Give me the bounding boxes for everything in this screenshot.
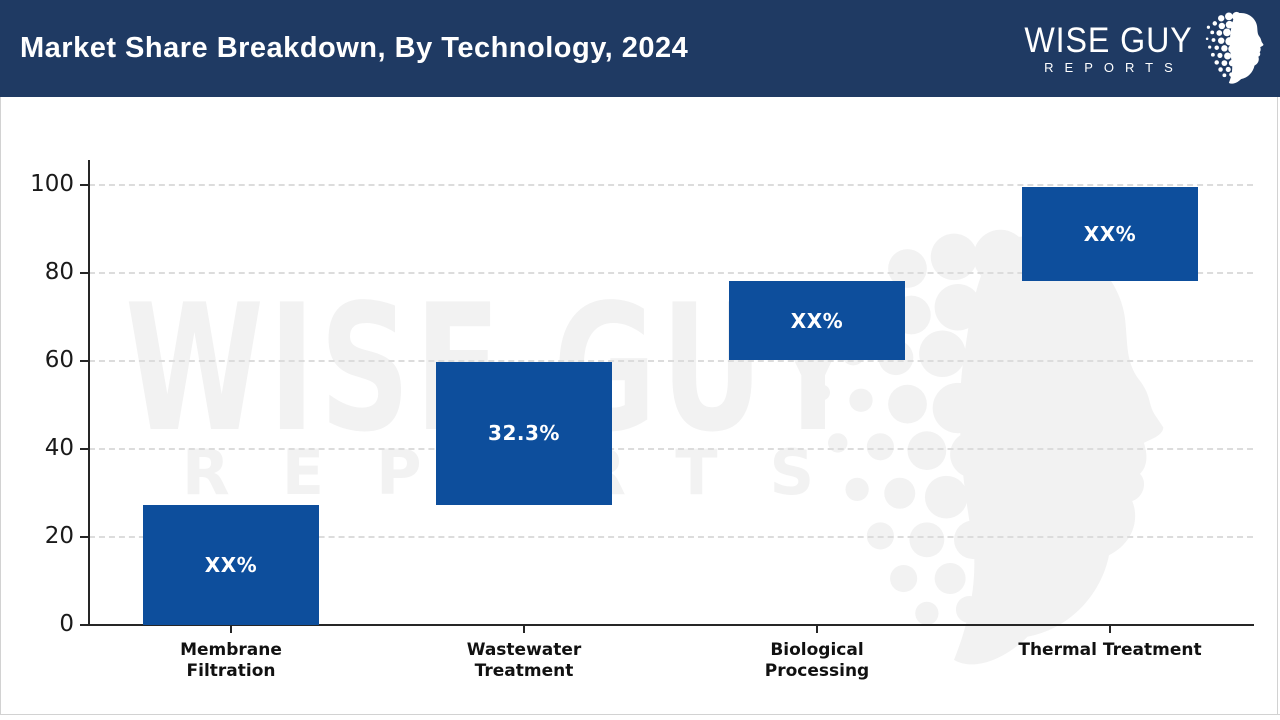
y-axis-tick-mark (80, 360, 89, 362)
category-label-membrane-filtration: Membrane Filtration (180, 640, 282, 681)
bar-membrane-filtration: XX% (143, 504, 319, 625)
bar-biological-processing: XX% (729, 280, 905, 361)
category-label-wastewater-treatment: Wastewater Treatment (466, 640, 582, 681)
bar-value-label-membrane-filtration: XX% (204, 552, 258, 577)
category-label-thermal-treatment: Thermal Treatment (1018, 640, 1202, 660)
y-axis-tick-label: 20 (44, 523, 74, 549)
category-label-biological-processing: Biological Processing (764, 640, 870, 681)
y-axis-tick-label: 80 (44, 259, 74, 285)
left-border-line (0, 97, 1, 715)
y-axis-tick-mark (80, 272, 89, 274)
gridline-y20 (89, 536, 1253, 538)
y-axis-tick-mark (80, 184, 89, 186)
gridline-y40 (89, 448, 1253, 450)
gridline-y80 (89, 272, 1253, 274)
x-axis-tick-mark (523, 625, 525, 633)
y-axis-tick-label: 60 (44, 347, 74, 373)
header-bar: Market Share Breakdown, By Technology, 2… (0, 0, 1280, 97)
bottom-border-line (0, 714, 1280, 715)
gridline-y100 (89, 184, 1253, 186)
x-axis-tick-mark (816, 625, 818, 633)
y-axis-tick-label: 100 (30, 171, 74, 197)
y-axis-tick-label: 40 (44, 435, 74, 461)
x-axis-tick-mark (1109, 625, 1111, 633)
y-axis-tick-mark (80, 624, 89, 626)
bar-value-label-wastewater-treatment: 32.3% (488, 421, 560, 446)
logo-head-dots-icon (1205, 11, 1264, 84)
x-axis-tick-mark (230, 625, 232, 633)
page-title: Market Share Breakdown, By Technology, 2… (20, 32, 689, 64)
logo-text: WISE GUY REPORTS (1017, 23, 1200, 74)
bar-wastewater-treatment: 32.3% (436, 361, 612, 505)
y-axis-tick-mark (80, 448, 89, 450)
bar-value-label-biological-processing: XX% (790, 308, 844, 333)
logo-wiseguy-text: WISE GUY (1024, 21, 1193, 60)
logo-reports-text: REPORTS (1044, 60, 1184, 75)
gridline-y60 (89, 360, 1253, 362)
bar-value-label-thermal-treatment: XX% (1083, 222, 1137, 247)
right-border-line (1277, 97, 1278, 715)
y-axis-tick-label: 0 (59, 611, 74, 637)
x-axis-line (88, 624, 1254, 626)
y-axis-line (88, 160, 90, 626)
wise-guy-reports-logo: WISE GUY REPORTS (1017, 9, 1266, 89)
bar-thermal-treatment: XX% (1022, 187, 1198, 281)
y-axis-tick-mark (80, 536, 89, 538)
